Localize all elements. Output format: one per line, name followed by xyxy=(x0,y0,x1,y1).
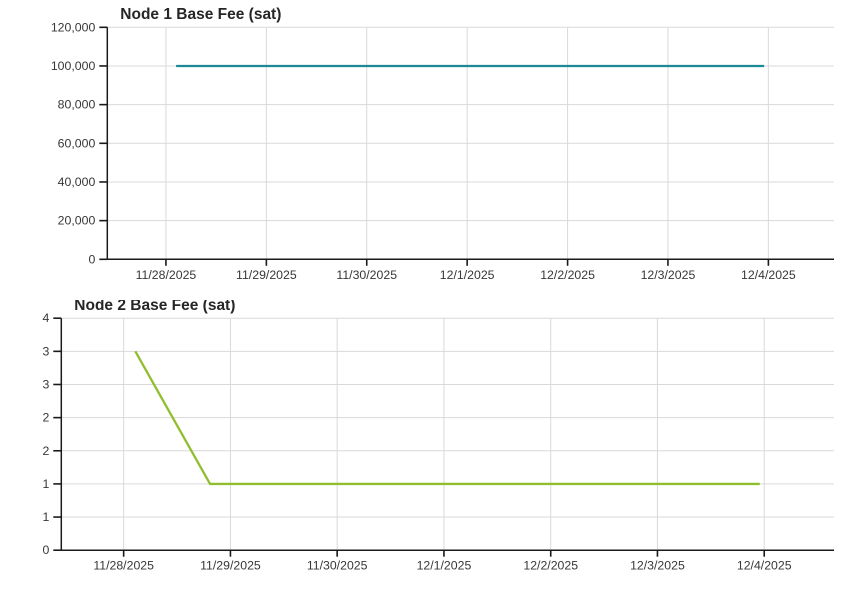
svg-text:11/30/2025: 11/30/2025 xyxy=(336,268,397,282)
svg-text:Node 2 Base Fee (sat): Node 2 Base Fee (sat) xyxy=(74,300,235,314)
svg-text:12/2/2025: 12/2/2025 xyxy=(540,268,595,282)
svg-text:80,000: 80,000 xyxy=(58,98,96,112)
svg-text:0: 0 xyxy=(42,543,49,557)
svg-text:12/3/2025: 12/3/2025 xyxy=(641,268,696,282)
svg-text:120,000: 120,000 xyxy=(51,20,96,34)
svg-text:3: 3 xyxy=(42,344,49,358)
svg-text:11/30/2025: 11/30/2025 xyxy=(307,559,368,573)
svg-text:12/2/2025: 12/2/2025 xyxy=(523,559,578,573)
svg-text:1: 1 xyxy=(42,510,49,524)
svg-text:0: 0 xyxy=(88,252,95,266)
svg-text:12/4/2025: 12/4/2025 xyxy=(737,559,792,573)
svg-text:20,000: 20,000 xyxy=(58,214,96,228)
svg-text:11/28/2025: 11/28/2025 xyxy=(93,559,154,573)
svg-text:60,000: 60,000 xyxy=(58,136,96,150)
svg-text:Node 1 Base Fee (sat): Node 1 Base Fee (sat) xyxy=(120,6,281,23)
svg-text:40,000: 40,000 xyxy=(58,175,96,189)
svg-text:1: 1 xyxy=(42,477,49,491)
svg-text:100,000: 100,000 xyxy=(51,59,96,73)
svg-text:12/3/2025: 12/3/2025 xyxy=(630,559,685,573)
svg-text:4: 4 xyxy=(42,311,49,325)
svg-text:12/1/2025: 12/1/2025 xyxy=(440,268,495,282)
svg-text:12/4/2025: 12/4/2025 xyxy=(741,268,796,282)
svg-text:11/29/2025: 11/29/2025 xyxy=(236,268,297,282)
svg-text:2: 2 xyxy=(42,411,49,425)
svg-text:2: 2 xyxy=(42,444,49,458)
svg-text:11/28/2025: 11/28/2025 xyxy=(136,268,197,282)
svg-text:11/29/2025: 11/29/2025 xyxy=(200,559,261,573)
svg-text:3: 3 xyxy=(42,377,49,391)
svg-text:12/1/2025: 12/1/2025 xyxy=(417,559,472,573)
